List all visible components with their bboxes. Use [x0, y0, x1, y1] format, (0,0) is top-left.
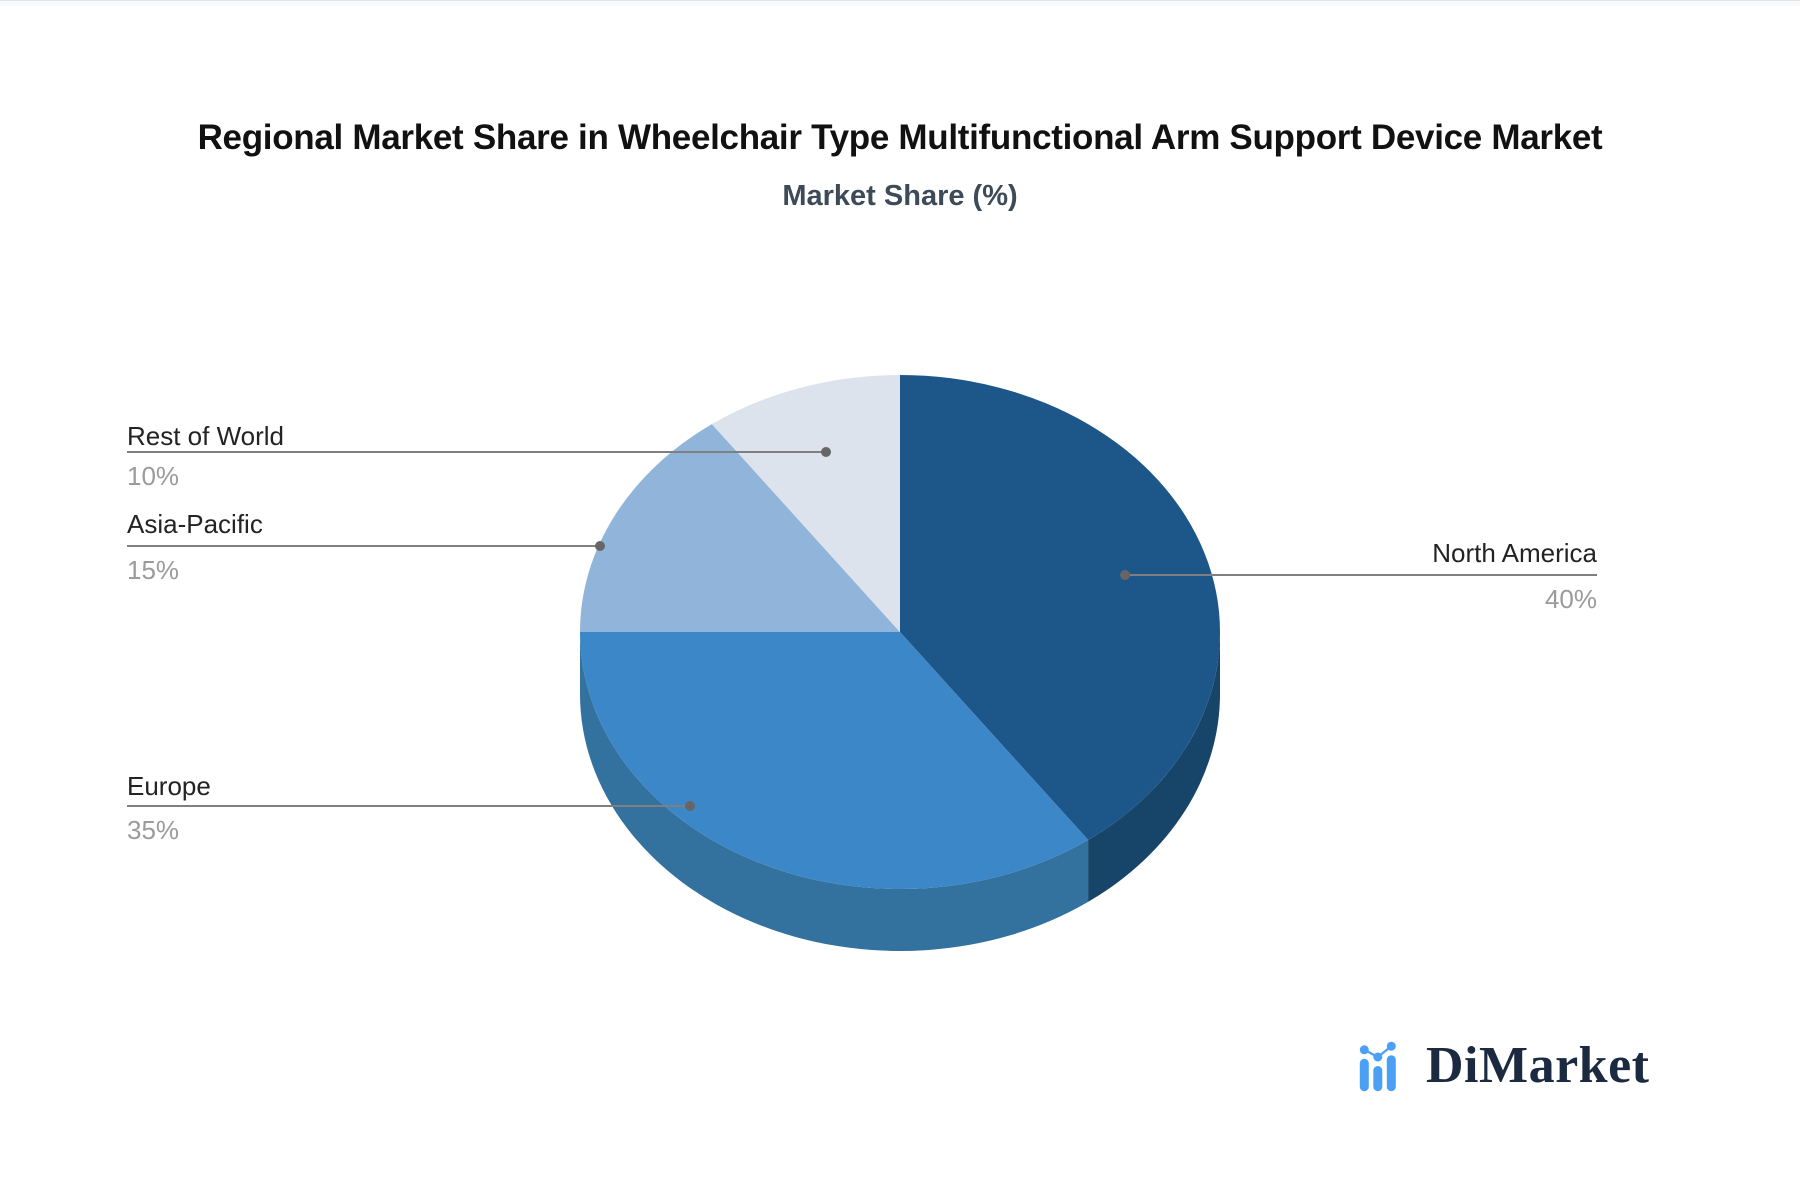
brand-logo-text: DiMarket — [1426, 1037, 1650, 1094]
chart-subtitle: Market Share (%) — [782, 180, 1018, 212]
leader-line-north-america — [1125, 574, 1597, 576]
leader-line-rest-of-world — [127, 451, 827, 453]
pie-slice-rest-of-world — [711, 375, 900, 632]
top-border — [0, 0, 1800, 6]
slice-value-europe: 35% — [127, 815, 180, 845]
chart-title: Regional Market Share in Wheelchair Type… — [197, 118, 1603, 157]
slice-value-rest-of-world: 10% — [127, 461, 180, 491]
pie-slice-asia-pacific — [580, 424, 900, 632]
pie-slice-north-america — [900, 375, 1221, 840]
slice-label-north-america: North America — [1432, 538, 1597, 568]
brand-logo: DiMarket — [1358, 1036, 1649, 1095]
slice-value-asia-pacific: 15% — [127, 555, 180, 585]
leader-dot-rest-of-world — [821, 447, 831, 457]
pie-slice-side-north-america — [1088, 632, 1220, 902]
bar-chart-icon — [1359, 1041, 1396, 1091]
leader-dot-asia-pacific — [595, 541, 605, 551]
slice-value-north-america: 40% — [1544, 584, 1597, 614]
slice-label-europe: Europe — [127, 771, 211, 801]
slice-label-asia-pacific: Asia-Pacific — [127, 509, 263, 539]
pie-slice-side-europe — [580, 632, 1089, 952]
leader-line-asia-pacific — [127, 545, 601, 547]
leader-dot-europe — [685, 801, 695, 811]
slice-label-rest-of-world: Rest of World — [127, 421, 285, 451]
leader-line-europe — [127, 805, 691, 807]
pie-slice-europe — [580, 632, 1089, 890]
leader-dot-north-america — [1120, 570, 1130, 580]
